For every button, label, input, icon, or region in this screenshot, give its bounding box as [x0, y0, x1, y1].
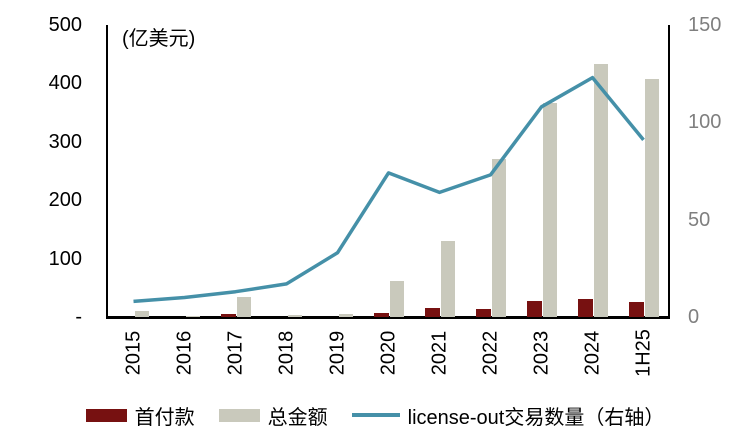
- legend: 首付款 总金额 license-out交易数量（右轴）: [0, 400, 750, 430]
- bar-total-amount-2016: [186, 316, 200, 317]
- left-axis-tick: -: [75, 306, 82, 328]
- left-axis-tick: 100: [48, 247, 82, 270]
- bar-total-amount-2018: [288, 314, 302, 317]
- bar-first-payment-2023: [526, 301, 542, 317]
- bar-total-amount-2024: [594, 64, 608, 317]
- x-axis-label-2023: 2023: [530, 330, 552, 376]
- x-axis-label-2022: 2022: [479, 330, 501, 376]
- bar-first-payment-2024: [577, 299, 593, 317]
- legend-label: 首付款: [134, 406, 195, 429]
- x-axis-label-1H25: 1H25: [632, 329, 654, 377]
- legend-item-first-payment: 首付款: [85, 401, 195, 430]
- left-axis-tick: 300: [48, 130, 82, 153]
- x-axis-label-2024: 2024: [581, 330, 603, 376]
- bar-first-payment-2022: [475, 308, 491, 317]
- deal-count-line-swatch: [351, 413, 400, 417]
- legend-item-deal-count: license-out交易数量（右轴）: [351, 401, 665, 430]
- plot-area: [108, 25, 669, 317]
- x-axis-label-2019: 2019: [326, 330, 348, 376]
- bar-total-amount-2020: [390, 280, 404, 317]
- bar-first-payment-1H25: [628, 302, 644, 317]
- right-axis-tick: 100: [688, 111, 722, 134]
- total-amount-swatch: [218, 408, 260, 422]
- first-payment-swatch: [85, 408, 127, 422]
- bar-total-amount-2022: [492, 159, 506, 317]
- legend-label: 总金额: [267, 406, 328, 429]
- bar-first-payment-2020: [373, 312, 389, 317]
- x-axis-label-2018: 2018: [275, 330, 297, 376]
- bar-total-amount-2019: [339, 314, 353, 317]
- bar-total-amount-2015: [135, 310, 149, 317]
- bar-first-payment-2021: [424, 307, 440, 317]
- bar-first-payment-2017: [220, 314, 236, 317]
- legend-label: license-out交易数量（右轴）: [407, 406, 665, 429]
- bar-total-amount-2023: [543, 102, 557, 317]
- x-axis-label-2015: 2015: [122, 330, 144, 376]
- bar-total-amount-2021: [441, 240, 455, 317]
- legend-item-total-amount: 总金额: [218, 401, 328, 430]
- bar-total-amount-1H25: [645, 79, 659, 317]
- right-axis-tick: 150: [688, 14, 722, 36]
- left-axis-spine: [106, 25, 108, 317]
- x-axis-line: [106, 316, 670, 319]
- right-axis-spine: [668, 25, 670, 317]
- x-axis-label-2021: 2021: [428, 330, 450, 376]
- deal-count-line: [133, 75, 645, 304]
- bar-total-amount-2017: [237, 297, 251, 317]
- right-axis-tick: 50: [688, 208, 711, 231]
- x-axis-label-2017: 2017: [224, 330, 246, 376]
- x-axis-label-2016: 2016: [173, 330, 195, 376]
- left-axis-tick: 500: [48, 14, 82, 36]
- left-axis-tick: 400: [48, 72, 82, 95]
- axis-unit-label: (亿美元): [122, 28, 196, 50]
- left-axis-tick: 200: [48, 189, 82, 212]
- line-layer: [133, 75, 645, 304]
- x-axis-label-2020: 2020: [377, 330, 399, 376]
- right-axis-tick: 0: [688, 306, 700, 328]
